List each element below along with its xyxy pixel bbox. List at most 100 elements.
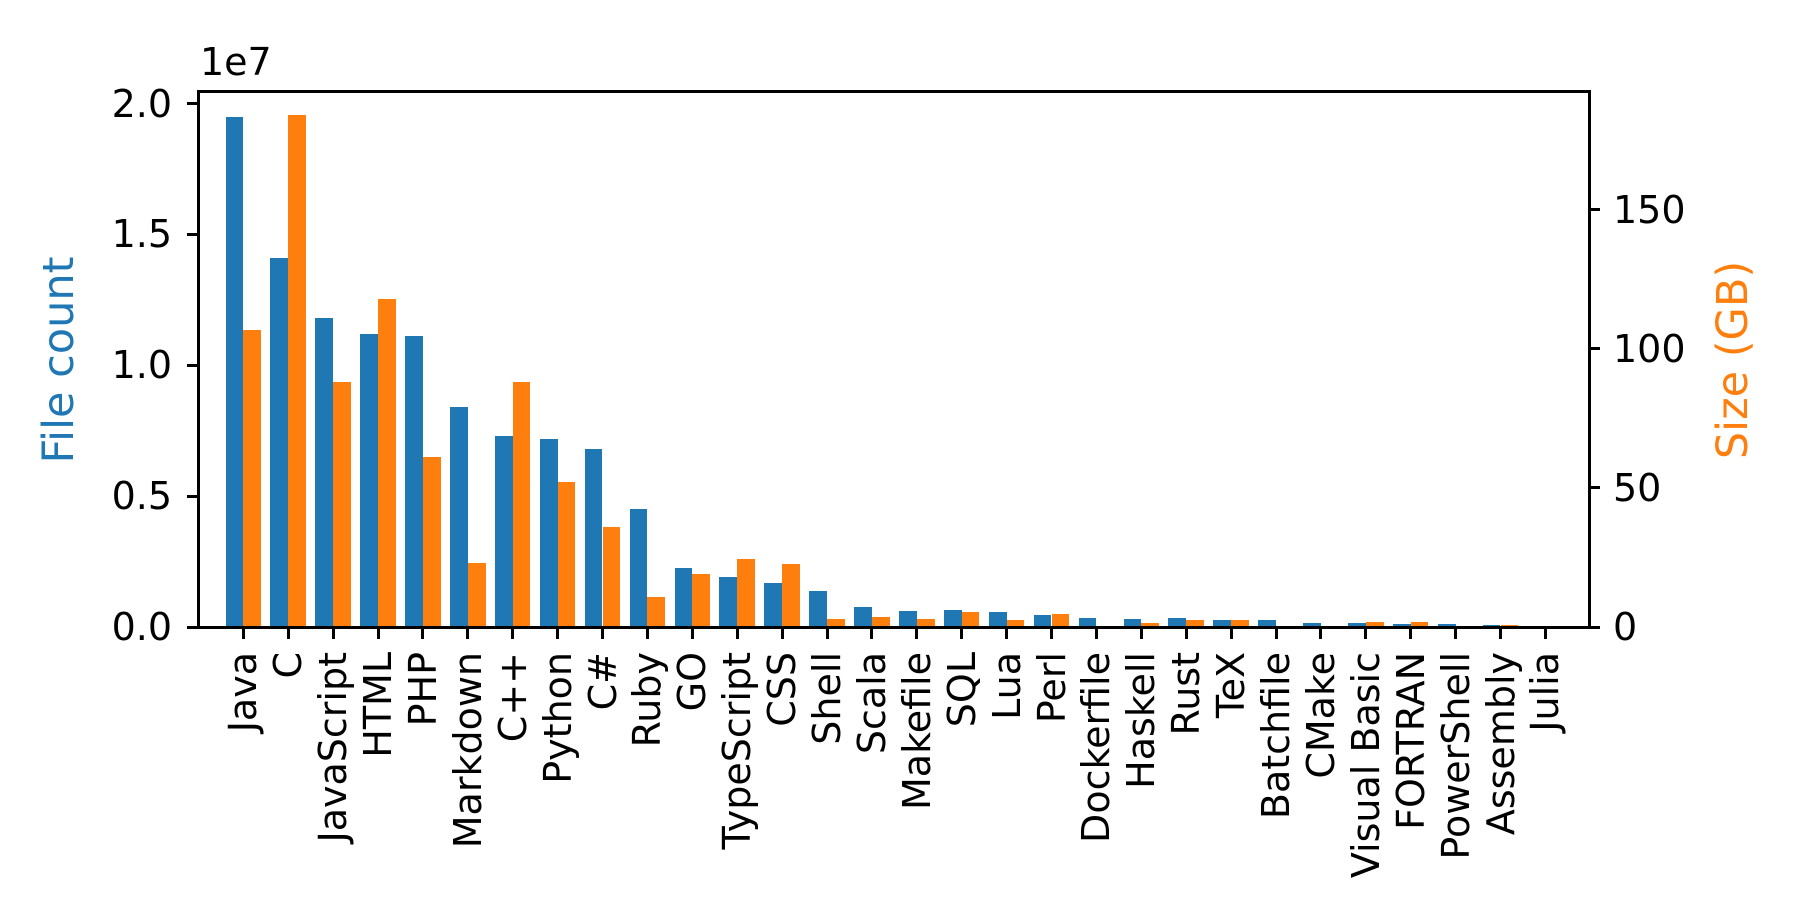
bar-size-tex bbox=[1231, 620, 1249, 629]
x-tick-label-ruby: Ruby bbox=[625, 652, 670, 748]
bar-size-css bbox=[782, 564, 800, 629]
x-tick-label-lua: Lua bbox=[984, 652, 1029, 720]
x-tick-label-assembly: Assembly bbox=[1478, 652, 1523, 836]
x-tick-label-java: Java bbox=[221, 652, 266, 733]
bar-size-perl bbox=[1051, 614, 1070, 629]
x-tick-label-markdown: Markdown bbox=[445, 652, 490, 849]
x-tick-label-cmake: CMake bbox=[1298, 652, 1343, 779]
x-tick-label-rust: Rust bbox=[1164, 652, 1209, 736]
bar-size-assembly bbox=[1500, 625, 1519, 629]
bar-size-lua bbox=[1006, 620, 1025, 629]
bar-file-count-powershell bbox=[1437, 624, 1456, 629]
right-tick-label-50: 50 bbox=[1613, 465, 1662, 510]
bar-file-count-c bbox=[494, 435, 513, 629]
x-tick-tex bbox=[1229, 629, 1233, 639]
right-tick-50 bbox=[1590, 486, 1600, 490]
right-tick-150 bbox=[1590, 208, 1600, 212]
bar-size-ruby bbox=[647, 597, 666, 629]
x-tick-go bbox=[690, 629, 694, 639]
x-tick-haskell bbox=[1139, 629, 1143, 639]
x-tick-batchfile bbox=[1274, 629, 1278, 639]
x-tick-label-batchfile: Batchfile bbox=[1254, 652, 1298, 820]
x-tick-fortran bbox=[1409, 629, 1413, 639]
bar-file-count-fortran bbox=[1392, 623, 1411, 629]
x-tick-label-sql: SQL bbox=[939, 652, 984, 728]
left-tick-0.0 bbox=[187, 625, 197, 629]
bar-file-count-rust bbox=[1168, 618, 1187, 629]
bar-file-count-cmake bbox=[1303, 622, 1321, 629]
x-tick-typescript bbox=[735, 629, 739, 639]
bar-file-count-haskell bbox=[1123, 618, 1142, 629]
x-tick-css bbox=[780, 629, 784, 639]
x-tick-label-fortran: FORTRAN bbox=[1388, 652, 1433, 830]
bar-file-count-python bbox=[539, 438, 558, 629]
x-tick-c bbox=[601, 629, 604, 639]
y-axis-offset-text: 1e7 bbox=[200, 40, 272, 84]
left-tick-2.0 bbox=[187, 102, 197, 106]
bar-file-count-batchfile bbox=[1258, 619, 1276, 629]
x-tick-rust bbox=[1184, 629, 1188, 639]
bar-size-makefile bbox=[916, 619, 935, 629]
bar-file-count-sql bbox=[943, 610, 962, 629]
x-tick-assembly bbox=[1499, 629, 1502, 639]
x-tick-label-c: C# bbox=[580, 652, 625, 711]
x-tick-label-tex: TeX bbox=[1209, 652, 1254, 719]
x-tick-label-c: C bbox=[266, 652, 311, 679]
x-tick-label-haskell: Haskell bbox=[1119, 652, 1164, 789]
bar-size-powershell bbox=[1455, 625, 1474, 629]
bar-file-count-visual-basic bbox=[1348, 623, 1366, 629]
x-tick-dockerfile bbox=[1094, 629, 1098, 639]
bar-size-java bbox=[243, 329, 262, 629]
bar-file-count-php bbox=[405, 336, 423, 629]
x-tick-label-visual-basic: Visual Basic bbox=[1343, 652, 1388, 879]
right-tick-0 bbox=[1590, 625, 1600, 629]
left-tick-label-0.5: 0.5 bbox=[111, 474, 172, 519]
bar-size-julia bbox=[1545, 626, 1564, 629]
bar-file-count-assembly bbox=[1482, 624, 1501, 629]
bar-size-dockerfile bbox=[1096, 625, 1115, 629]
bar-size-c bbox=[288, 115, 306, 629]
x-tick-visual-basic bbox=[1364, 629, 1368, 639]
bar-size-fortran bbox=[1410, 622, 1429, 629]
bar-file-count-lua bbox=[988, 612, 1007, 629]
bar-size-haskell bbox=[1141, 622, 1160, 629]
x-tick-cmake bbox=[1319, 629, 1323, 639]
bar-size-c bbox=[512, 382, 531, 629]
x-tick-label-python: Python bbox=[535, 652, 580, 784]
bar-size-sql bbox=[961, 611, 980, 629]
bar-size-shell bbox=[827, 619, 845, 629]
bar-size-c bbox=[602, 526, 621, 629]
right-tick-label-0: 0 bbox=[1613, 605, 1638, 649]
x-tick-markdown bbox=[466, 629, 470, 639]
left-tick-1.5 bbox=[187, 232, 197, 236]
x-tick-label-go: GO bbox=[670, 652, 715, 712]
left-tick-label-2.0: 2.0 bbox=[111, 81, 172, 126]
left-tick-0.5 bbox=[187, 494, 197, 498]
bar-file-count-markdown bbox=[450, 407, 468, 629]
bar-file-count-css bbox=[764, 582, 783, 629]
bar-size-scala bbox=[871, 616, 890, 629]
x-tick-perl bbox=[1050, 629, 1053, 639]
x-tick-python bbox=[556, 629, 560, 639]
right-tick-label-150: 150 bbox=[1613, 187, 1686, 232]
bar-file-count-go bbox=[674, 568, 693, 629]
bar-size-php bbox=[422, 457, 441, 629]
right-tick-label-100: 100 bbox=[1613, 326, 1686, 371]
right-axis-title: Size (GB) bbox=[1708, 260, 1758, 460]
bar-file-count-shell bbox=[809, 591, 827, 629]
bar-file-count-scala bbox=[854, 606, 872, 629]
x-tick-label-shell: Shell bbox=[805, 652, 849, 745]
x-tick-c bbox=[511, 629, 515, 639]
x-tick-label-powershell: PowerShell bbox=[1433, 652, 1478, 860]
x-tick-shell bbox=[825, 629, 829, 639]
right-tick-100 bbox=[1590, 347, 1600, 351]
bar-file-count-julia bbox=[1527, 625, 1546, 629]
x-tick-label-javascript: JavaScript bbox=[311, 652, 356, 843]
x-tick-c bbox=[286, 629, 290, 639]
x-tick-label-scala: Scala bbox=[849, 652, 894, 755]
bar-file-count-javascript bbox=[315, 318, 334, 629]
bar-size-rust bbox=[1186, 620, 1204, 629]
bar-size-markdown bbox=[467, 563, 486, 629]
bar-file-count-ruby bbox=[629, 509, 648, 629]
